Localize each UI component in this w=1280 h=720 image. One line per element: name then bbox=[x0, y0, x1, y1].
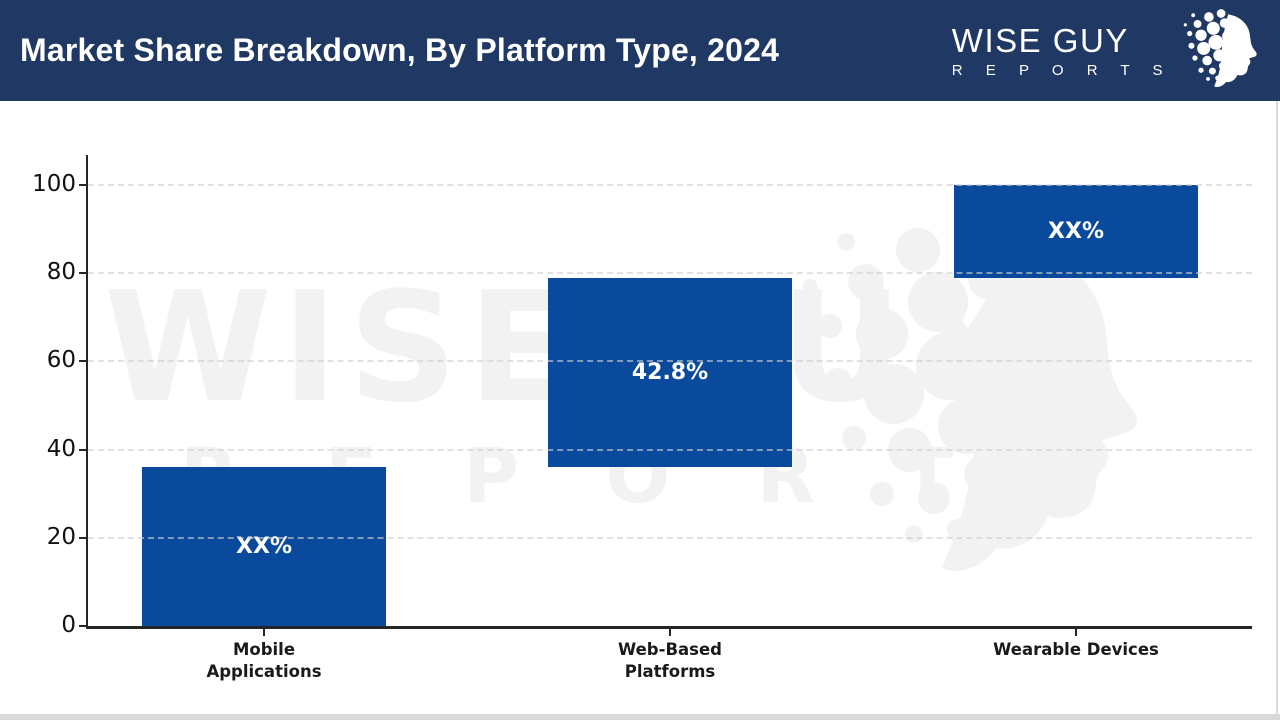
bar-segment: XX% bbox=[142, 467, 386, 626]
y-axis-tick bbox=[79, 360, 87, 363]
bar-value-label: XX% bbox=[1048, 219, 1104, 245]
wiseguy-wordmark: WISE GUY bbox=[951, 21, 1129, 59]
x-axis-category-label: Wearable Devices bbox=[993, 640, 1159, 659]
y-axis-tick bbox=[79, 536, 87, 539]
bar-value-label: 42.8% bbox=[631, 360, 709, 386]
page-title: Market Share Breakdown, By Platform Type… bbox=[20, 32, 780, 68]
x-axis-tick bbox=[1075, 629, 1077, 636]
wiseguy-logo-text: WISE GUY R E P O R T S bbox=[952, 24, 1172, 78]
x-axis-category-label: Mobile Applications bbox=[206, 640, 322, 682]
wiseguy-reports-label: R E P O R T S bbox=[951, 61, 1172, 79]
gridline-y-60 bbox=[88, 360, 1252, 363]
bar-segment: XX% bbox=[954, 185, 1198, 279]
gridline-y-20 bbox=[88, 536, 1252, 539]
y-axis-tick-label: 0 bbox=[61, 612, 76, 638]
header-banner: Market Share Breakdown, By Platform Type… bbox=[0, 0, 1280, 101]
gridline-y-100 bbox=[88, 184, 1252, 186]
x-axis-line bbox=[86, 626, 1252, 629]
y-axis-tick-label: 40 bbox=[46, 435, 76, 462]
page-right-border bbox=[1276, 101, 1278, 720]
bar-segment: 42.8% bbox=[548, 278, 792, 468]
y-axis-tick-label: 20 bbox=[46, 523, 76, 550]
y-axis-tick bbox=[79, 272, 87, 275]
y-axis-tick-label: 60 bbox=[46, 347, 76, 374]
wiseguy-logo: WISE GUY R E P O R T S bbox=[952, 4, 1280, 98]
x-axis-tick bbox=[263, 629, 265, 636]
x-axis-tick bbox=[669, 629, 671, 636]
y-axis-tick-label: 100 bbox=[32, 171, 76, 197]
y-axis-tick bbox=[79, 448, 87, 451]
gridline-y-80 bbox=[88, 272, 1252, 275]
y-axis-line bbox=[86, 155, 88, 628]
x-axis-category-label: Web-Based Platforms bbox=[618, 640, 722, 682]
y-axis-tick-label: 80 bbox=[46, 259, 76, 286]
gridline-y-40 bbox=[88, 448, 1252, 451]
y-axis-tick bbox=[79, 184, 87, 186]
wiseguy-face-icon bbox=[1183, 8, 1257, 87]
y-axis-tick bbox=[79, 625, 87, 627]
page-bottom-border bbox=[0, 714, 1280, 720]
